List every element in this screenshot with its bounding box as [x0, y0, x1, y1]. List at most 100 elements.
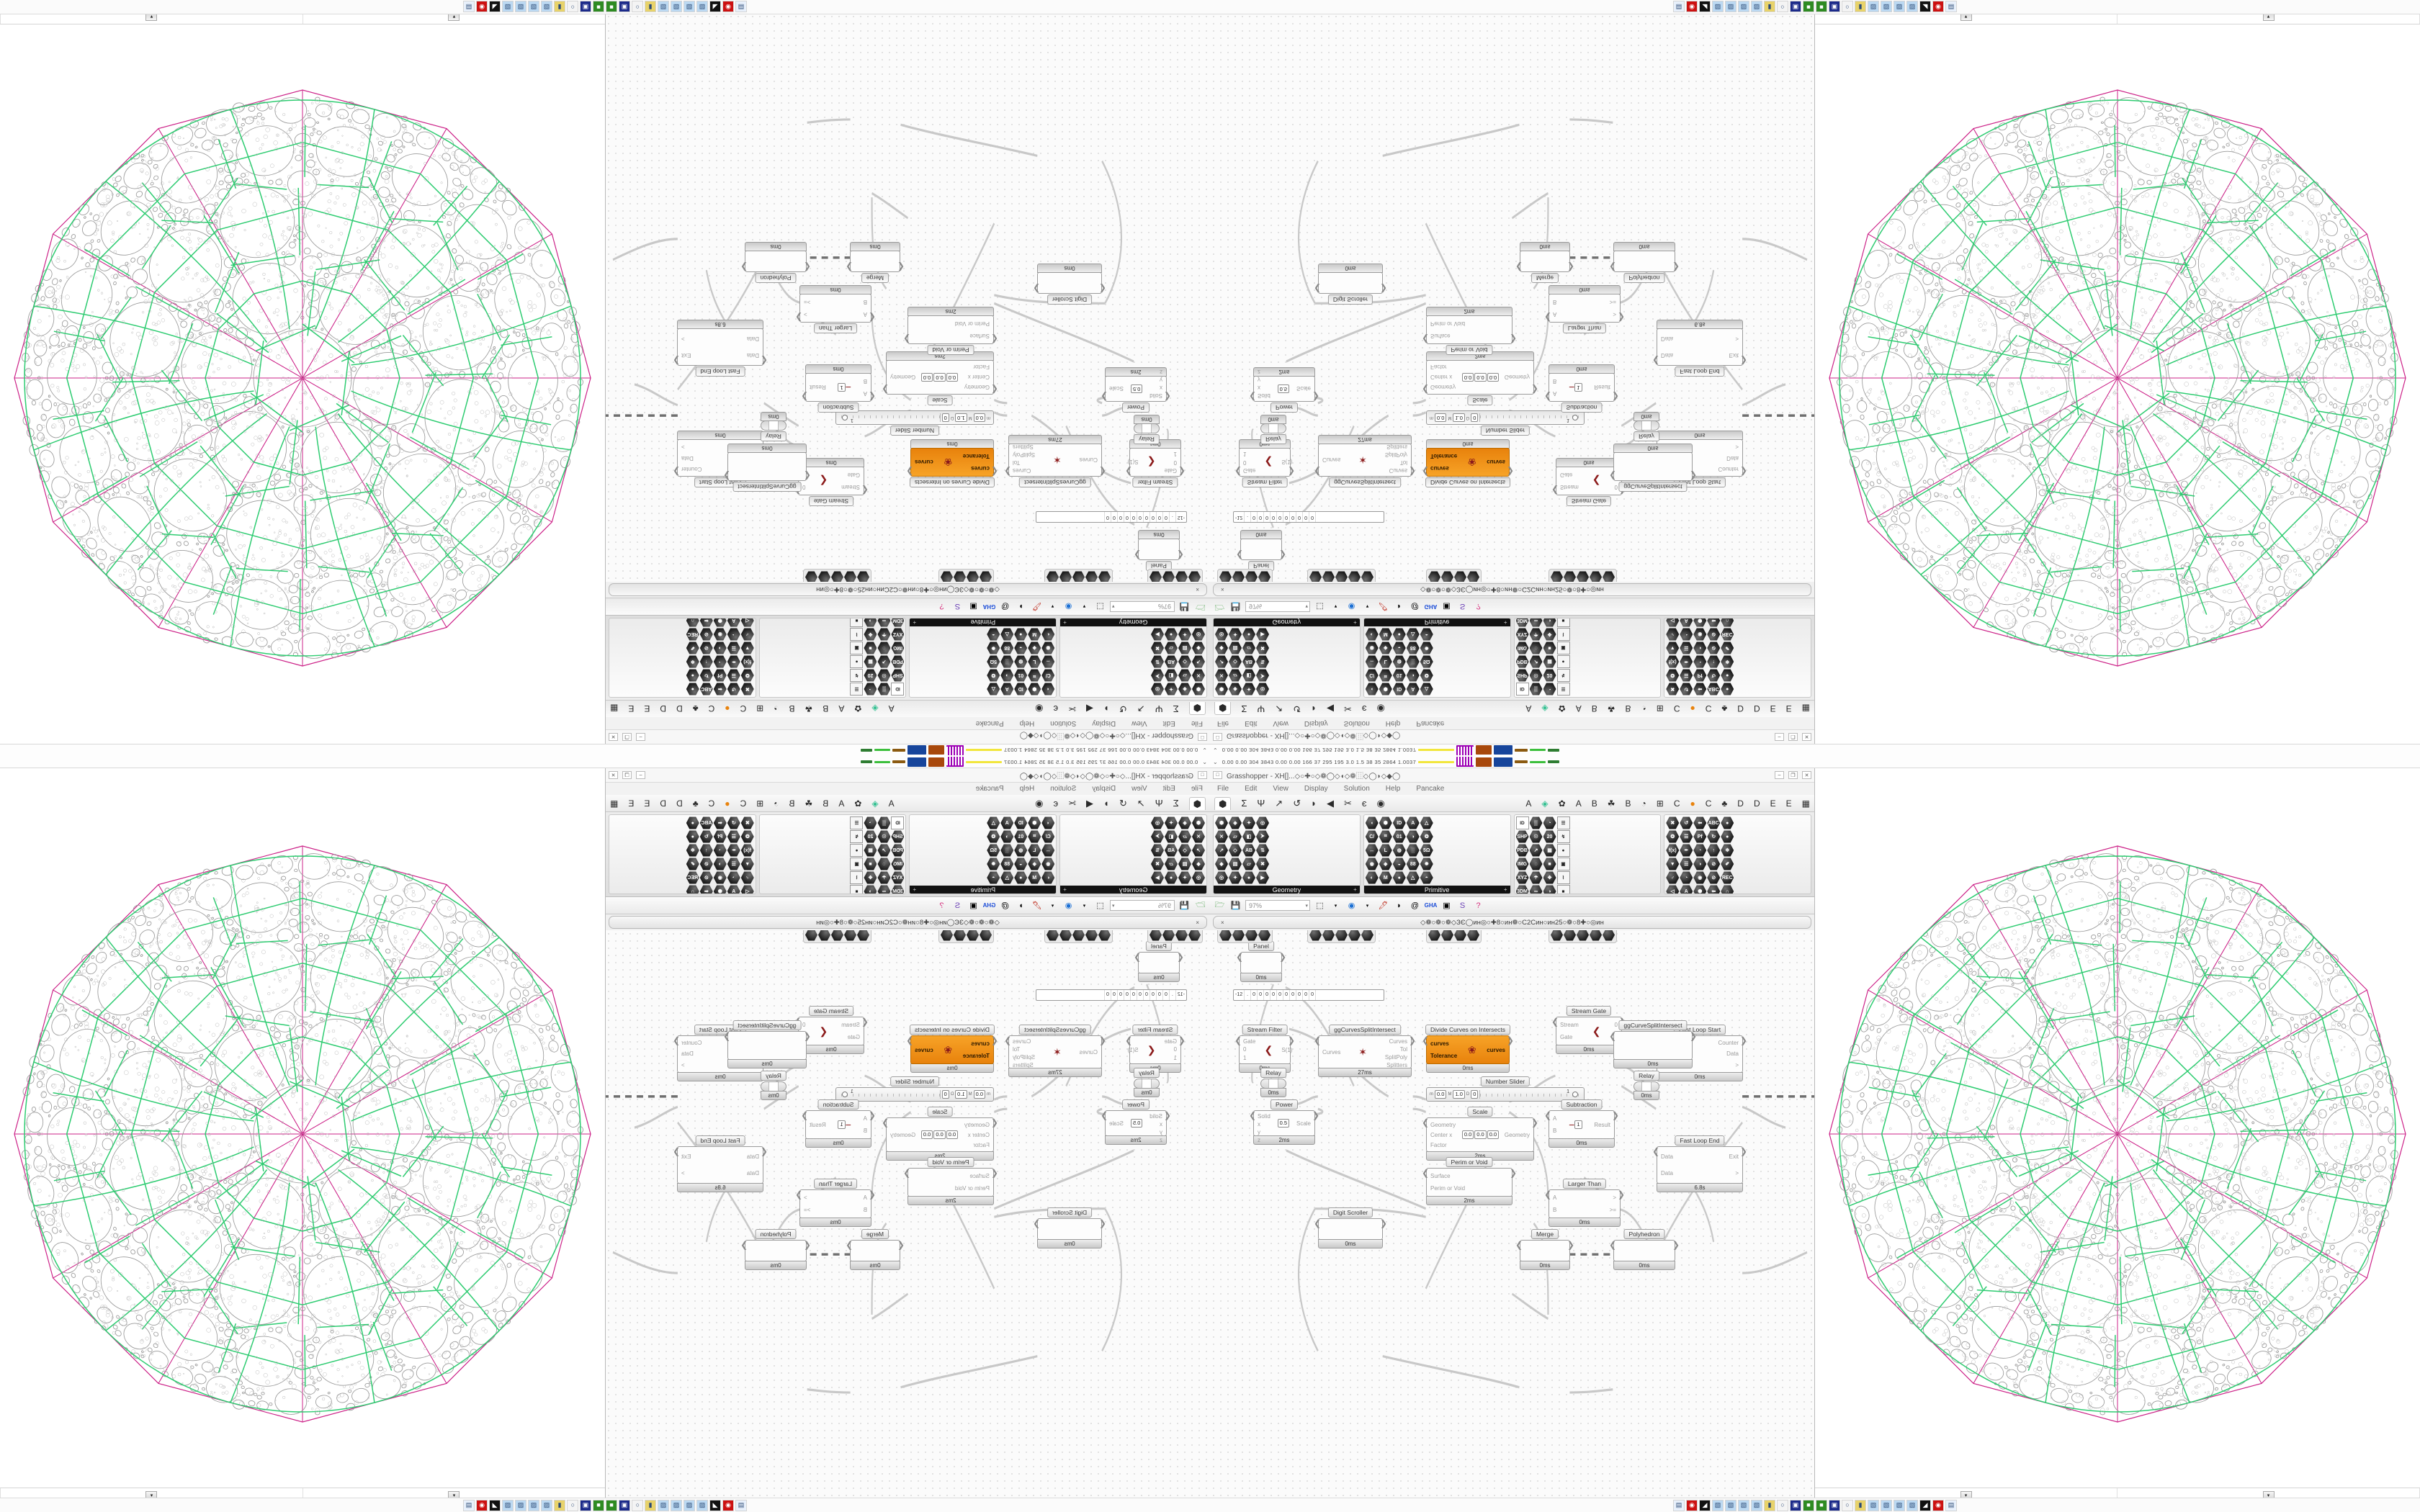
status-chevron-icon[interactable]: ⌄	[1213, 747, 1218, 754]
gh-component-merge[interactable]: Merge ❮ ❯ 0ms	[1515, 1229, 1574, 1270]
bifocals-plugin[interactable]: ☘	[1607, 703, 1615, 714]
open-file-icon[interactable]: 🗁	[1195, 603, 1206, 611]
center-cx-input[interactable]: 0.0	[946, 1130, 959, 1139]
window-menu-icon[interactable]: □	[1213, 733, 1222, 741]
component-icon-geometry-0[interactable]: ⬢	[1192, 683, 1205, 696]
pod-component-icon[interactable]	[1428, 571, 1440, 582]
grasshopper-document-tab[interactable]: × ◇❁○❁○❁◇ЗЄ◯ин◎○✚8○ин❁○С2Син○ин25○❁○8✚○◎…	[1213, 916, 1811, 929]
component-icon-util-26[interactable]: A	[727, 885, 740, 894]
component-icon-geometry-18[interactable]: ●	[1165, 628, 1178, 641]
menu-item-view[interactable]: View	[1273, 785, 1289, 793]
output-grip[interactable]: ❯	[740, 1240, 748, 1250]
input-pin-label[interactable]: y	[1160, 377, 1162, 383]
output-grip[interactable]: ❯	[1611, 392, 1619, 402]
component-icon-geometry-12[interactable]: ◆	[1192, 858, 1205, 870]
component-icon-input-22[interactable]: ◑	[864, 885, 877, 894]
save-file-icon[interactable]: 💾	[1179, 602, 1190, 611]
component-icon-input-22[interactable]: ◑	[1543, 618, 1556, 627]
component-icon-primitive-12[interactable]: ◍	[1393, 655, 1406, 668]
output-pin-label[interactable]: Result	[1594, 384, 1610, 391]
component-body[interactable]: ❮ ❯ Data Data Exit >	[673, 328, 768, 366]
menu-item-pancake[interactable]: Pancake	[1416, 719, 1445, 727]
preview-toggle-icon[interactable]: ◉	[1065, 901, 1072, 910]
component-icon-util-23[interactable]: ⊘	[700, 871, 713, 884]
green-app-icon-mirror[interactable]: ■	[1816, 1, 1827, 13]
ribbon-group-expand-icon[interactable]: +	[1063, 619, 1067, 626]
decode-plugin[interactable]: D	[1737, 798, 1744, 809]
component-body[interactable]: ❮ ❯	[1609, 1240, 1680, 1261]
input-pin-label[interactable]: Gate	[847, 472, 860, 478]
component-icon-input-9[interactable]: ↗	[1530, 655, 1543, 668]
relay-node[interactable]	[1260, 423, 1286, 433]
component-icon-geometry-14[interactable]: ▱	[1242, 858, 1255, 870]
document-icon-3-mirror[interactable]: ▧	[1881, 1499, 1892, 1511]
input-pin-label[interactable]: Gate	[847, 1034, 860, 1040]
pod-component-icon[interactable]	[1219, 571, 1232, 582]
input-pin-label[interactable]: Solid	[1150, 392, 1162, 399]
component-icon-primitive-7[interactable]: 01	[1393, 669, 1406, 682]
gh-component-relay[interactable]: Relay 0ms	[1634, 412, 1659, 441]
input-grip[interactable]: ❮	[1422, 1035, 1430, 1045]
folder-icon[interactable]: ▮	[1764, 1499, 1775, 1511]
component-icon-util-7[interactable]: Pf	[1693, 830, 1707, 843]
input-pin-label[interactable]: 1	[1243, 451, 1247, 458]
component-icon-geometry-3[interactable]: ◎	[1151, 816, 1164, 829]
slider-track[interactable]: 1	[839, 413, 941, 423]
component-body[interactable]: ❮ ❯ Surface Perim or Void	[903, 1168, 998, 1197]
output-grip[interactable]: ❯	[1134, 550, 1142, 560]
pod-component-icon[interactable]	[1059, 930, 1072, 941]
component-icon-util-14[interactable]: ❄	[1721, 844, 1734, 857]
pod-component-icon[interactable]	[1150, 571, 1162, 582]
panel-value-row[interactable]: -12. 0 0 0 0 0 0 0 0 0 0	[1233, 989, 1384, 1001]
pancake-plugin[interactable]: ◈	[1541, 703, 1549, 714]
component-icon-primitive-14[interactable]: 5Ω	[1420, 844, 1433, 857]
input-grip[interactable]: ❮	[1515, 262, 1523, 272]
input-grip[interactable]: ❮	[1249, 392, 1257, 402]
component-inline-value[interactable]: 1	[838, 383, 846, 392]
rhino-viewport[interactable]: ▾ Rhino Viewport ▾ Rhino Viewport	[0, 0, 605, 744]
component-icon-input-16[interactable]: XYZ	[892, 871, 905, 884]
gha-assembly-icon[interactable]: GHA	[1424, 902, 1438, 909]
pod-component-icon[interactable]	[1467, 571, 1479, 582]
pod-component-icon[interactable]	[1335, 930, 1348, 941]
bw-photo-icon-mirror[interactable]: ◢	[489, 1, 501, 13]
component-icon-primitive-17[interactable]: ◒	[1014, 642, 1027, 654]
gh-component-power[interactable]: Power ❮ ❯ Solid x y z 0.5 Scale 2ms	[1101, 367, 1171, 413]
input-grip[interactable]: ❮	[1163, 1110, 1171, 1120]
gh-component-fast-loop-end[interactable]: Fast Loop End ❮ ❯ Data Data Exit >6.8s	[673, 320, 768, 377]
ribbon-group-expand-icon[interactable]: +	[1353, 619, 1357, 626]
component-body[interactable]: ❮ ❯ Curves ✶ Curves Tol SplitPoly Splitters	[1314, 1035, 1416, 1068]
component-icon-primitive-15[interactable]: ◉	[1366, 642, 1379, 654]
component-icon-geometry-12[interactable]: ◆	[1215, 858, 1228, 870]
grasshopper-node-canvas[interactable]: Panel ❮ ❯ 0ms -12. 0 0 0 0 0 0 0 0 0 0 Stream Filter ❮ ❯ G…	[606, 0, 1210, 582]
component-icon-primitive-10[interactable]: ↔	[1366, 655, 1379, 668]
document-icon-3[interactable]: ▧	[1738, 1499, 1749, 1511]
component-icon-primitive-24[interactable]: ◓	[1420, 871, 1433, 884]
input-pin-label[interactable]: z	[1160, 369, 1162, 375]
bake-icon[interactable]: 🖊	[1378, 602, 1389, 611]
pod-component-icon[interactable]	[1150, 930, 1162, 941]
orange-plugin[interactable]: ●	[725, 703, 730, 714]
component-icon-input-22[interactable]: ◑	[864, 618, 877, 627]
component-icon-util-28[interactable]: ⬅	[1707, 618, 1720, 627]
preview-caret-icon[interactable]: ▾	[1051, 903, 1054, 909]
component-icon-input-11[interactable]: ●	[1556, 655, 1570, 668]
component-icon-geometry-16[interactable]: ◎	[1215, 871, 1228, 884]
input-pin-label[interactable]: Surface	[969, 333, 990, 339]
pod-component-icon[interactable]	[1454, 930, 1466, 941]
gh-component-divide-curves-on-intersects[interactable]: Divide Curves on Intersects ❮ ❯ curves Toler…	[1422, 1025, 1514, 1073]
component-icon-util-9[interactable]: ●	[686, 830, 699, 843]
menu-item-file[interactable]: File	[1191, 719, 1203, 727]
floppy-icon-mirror[interactable]: ▣	[1829, 1, 1840, 13]
component-body[interactable]: ❮ ❯ Solid x y z 0.5 Scale	[1101, 1110, 1171, 1143]
input-pin-label[interactable]: Factor	[973, 1141, 990, 1148]
output-pin-label[interactable]: Curves	[1013, 467, 1031, 474]
component-icon-primitive-21[interactable]: M	[1379, 628, 1392, 641]
input-pin-label[interactable]: curves	[1430, 465, 1449, 472]
save-file-icon[interactable]: 💾	[1230, 901, 1241, 910]
component-icon-geometry-16[interactable]: ◎	[1192, 628, 1205, 641]
gh-component-ggcurvesplitintersect[interactable]: ggCurveSplitIntersect ❮ ❯ 0ms	[1609, 444, 1697, 492]
component-icon-primitive-3[interactable]: A	[1000, 683, 1013, 696]
component-body[interactable]: ❮ ❯ Surface Perim or Void	[1422, 315, 1517, 344]
grasshopper-titlebar[interactable]: □ Grasshopper - XH[]...◇○✚○◇❁◯◇◖◇❁⿲◇◯◗◇◆…	[606, 768, 1210, 783]
